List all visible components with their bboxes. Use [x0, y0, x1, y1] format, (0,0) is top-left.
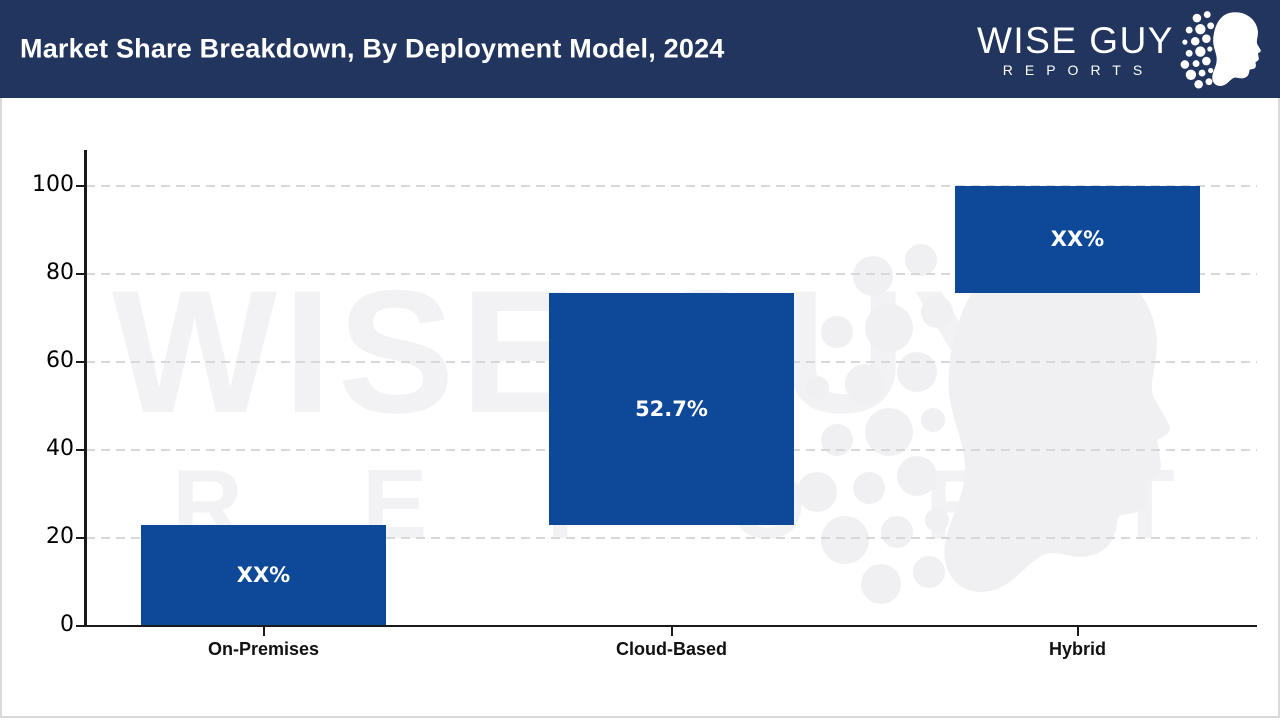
y-tick-label: 20	[46, 524, 74, 549]
bar-value-label: XX%	[1050, 227, 1105, 252]
y-tick	[76, 185, 85, 187]
y-tick	[76, 625, 85, 627]
bar-on-premises: XX%	[141, 524, 386, 626]
logo-name-text: WISE GUY	[976, 19, 1174, 61]
x-tick-label: On-Premises	[207, 639, 320, 659]
bar-value-label: 52.7%	[635, 396, 708, 421]
y-axis-spine	[84, 150, 87, 627]
page-title: Market Share Breakdown, By Deployment Mo…	[20, 33, 725, 64]
page-border-left	[0, 98, 2, 716]
y-tick-label: 80	[46, 260, 74, 285]
wiseguy-logo: WISE GUY REPORTS	[977, 6, 1266, 92]
page-border-bottom	[0, 716, 1280, 718]
x-tick-label: Hybrid	[1048, 639, 1106, 659]
x-tick	[262, 627, 265, 636]
gridline	[86, 185, 1257, 187]
y-tick	[76, 361, 85, 363]
logo-wordmark: WISE GUY REPORTS	[977, 22, 1174, 77]
y-tick	[76, 537, 85, 539]
watermark-face-icon	[797, 244, 1171, 604]
x-tick	[670, 627, 673, 636]
y-tick	[76, 449, 85, 451]
y-tick	[76, 273, 85, 275]
x-tick	[1076, 627, 1079, 636]
y-tick-label: 40	[46, 436, 74, 461]
logo-face-icon	[1180, 11, 1261, 89]
x-axis-spine	[84, 624, 1257, 627]
y-tick-label: 100	[32, 172, 74, 197]
bar-value-label: XX%	[236, 563, 291, 588]
bar-cloud-based: 52.7%	[549, 292, 794, 525]
y-tick-label: 0	[60, 612, 74, 637]
gridline	[86, 273, 1257, 275]
logo-reports-text: REPORTS	[1002, 61, 1155, 78]
x-tick-label: Cloud-Based	[615, 639, 727, 659]
gridline	[86, 537, 1257, 539]
bar-hybrid: XX%	[955, 186, 1200, 293]
y-tick-label: 60	[46, 348, 74, 373]
header: Market Share Breakdown, By Deployment Mo…	[0, 0, 1280, 98]
page-border-right	[1278, 98, 1280, 716]
